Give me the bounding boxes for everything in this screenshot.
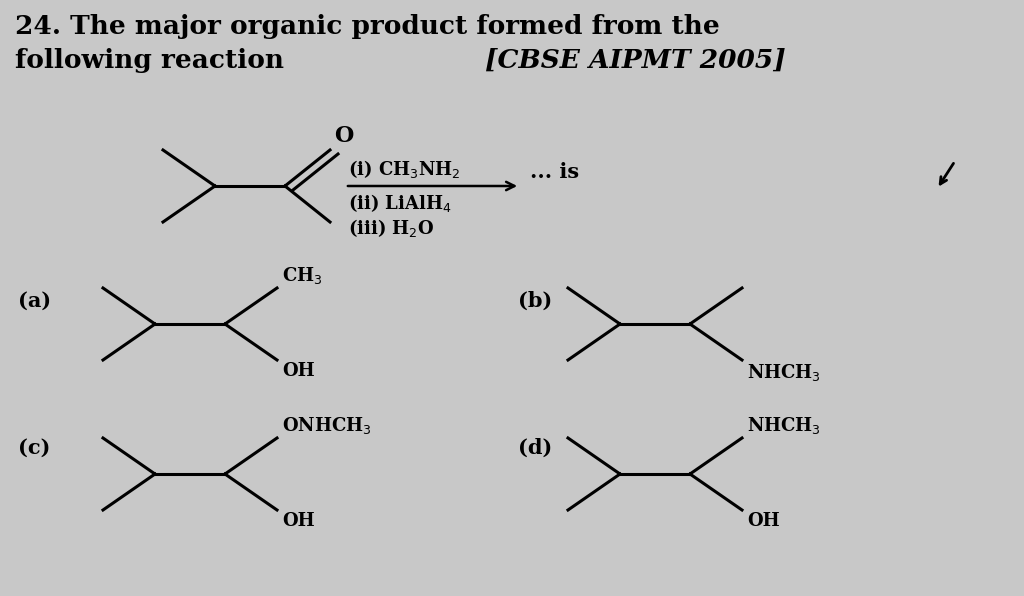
Text: OH: OH [282,512,314,530]
Text: following reaction: following reaction [15,48,284,73]
Text: ONHCH$_3$: ONHCH$_3$ [282,415,372,436]
Text: CH$_3$: CH$_3$ [282,265,323,286]
Text: (d): (d) [518,438,552,458]
Text: (ii) LiAlH$_4$: (ii) LiAlH$_4$ [348,192,452,214]
Text: NHCH$_3$: NHCH$_3$ [746,415,821,436]
Text: ... is: ... is [530,162,580,182]
Text: NHCH$_3$: NHCH$_3$ [746,362,821,383]
Text: (i) CH$_3$NH$_2$: (i) CH$_3$NH$_2$ [348,158,461,180]
Text: (b): (b) [518,291,552,311]
Text: OH: OH [282,362,314,380]
Text: [CBSE AIPMT 2005]: [CBSE AIPMT 2005] [485,48,785,73]
Text: (c): (c) [18,438,50,458]
Text: (iii) H$_2$O: (iii) H$_2$O [348,217,434,239]
Text: (a): (a) [18,291,51,311]
Text: 24. The major organic product formed from the: 24. The major organic product formed fro… [15,14,720,39]
Text: OH: OH [746,512,779,530]
Text: O: O [334,125,353,147]
